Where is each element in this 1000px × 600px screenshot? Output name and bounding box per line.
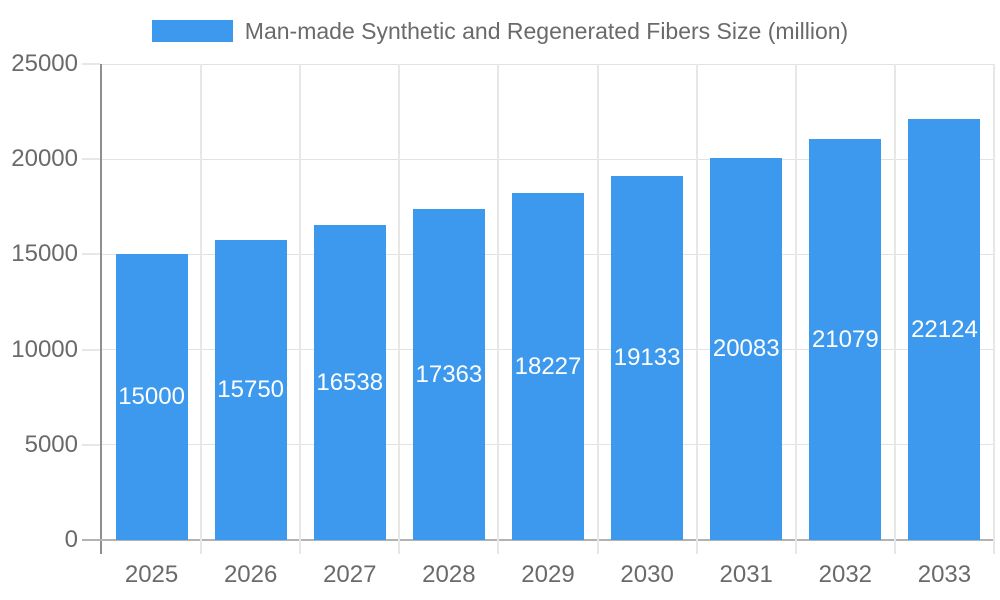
bar-value-label: 19133 bbox=[613, 344, 681, 371]
bar-value-label: 20083 bbox=[712, 335, 780, 362]
bar-2029[interactable] bbox=[512, 193, 584, 540]
bar-2031[interactable] bbox=[710, 158, 783, 540]
x-axis-tick bbox=[596, 540, 599, 554]
y-tick-label: 15000 bbox=[11, 240, 78, 268]
x-gridline bbox=[596, 64, 599, 540]
bar-value-label: 18227 bbox=[514, 352, 582, 380]
x-tick-label: 2033 bbox=[917, 561, 972, 588]
y-tick-label: 0 bbox=[64, 526, 78, 553]
x-tick-label: 2031 bbox=[719, 561, 773, 588]
legend-label: Man-made Synthetic and Regenerated Fiber… bbox=[244, 17, 849, 44]
x-axis-tick bbox=[794, 540, 797, 554]
y-axis-tick bbox=[82, 253, 100, 256]
x-gridline bbox=[299, 64, 302, 540]
x-tick-label: 2032 bbox=[818, 561, 873, 588]
y-tick-label: 5000 bbox=[24, 430, 78, 458]
y-gridline bbox=[102, 63, 994, 65]
x-axis-tick bbox=[398, 540, 401, 554]
bar-2028[interactable] bbox=[412, 209, 485, 540]
x-axis-tick bbox=[993, 540, 995, 554]
bar-2025[interactable] bbox=[115, 254, 188, 540]
x-gridline bbox=[200, 64, 203, 540]
bar-2033[interactable] bbox=[908, 119, 981, 540]
bar-2026[interactable] bbox=[214, 240, 287, 540]
x-axis-tick bbox=[497, 540, 500, 554]
bar-2027[interactable] bbox=[313, 225, 386, 540]
x-gridline bbox=[497, 64, 500, 540]
y-tick-label: 10000 bbox=[11, 335, 78, 363]
y-tick-label: 20000 bbox=[11, 145, 78, 173]
x-gridline bbox=[794, 64, 797, 540]
x-gridline bbox=[398, 64, 401, 540]
x-axis-tick bbox=[200, 540, 203, 554]
bar-value-label: 17363 bbox=[415, 360, 483, 388]
bar-2032[interactable] bbox=[809, 139, 882, 540]
legend-swatch-icon bbox=[151, 20, 233, 42]
bar-value-label: 16538 bbox=[316, 368, 384, 396]
y-axis-tick bbox=[82, 63, 100, 65]
bar-value-label: 22124 bbox=[911, 315, 978, 343]
x-gridline bbox=[993, 64, 995, 540]
x-axis-tick bbox=[893, 540, 896, 554]
y-gridline bbox=[102, 158, 994, 160]
y-axis-tick bbox=[82, 158, 100, 161]
x-axis-tick bbox=[299, 540, 302, 554]
x-axis-tick bbox=[695, 540, 698, 554]
bar-value-label: 15000 bbox=[118, 383, 185, 410]
x-tick-label: 2026 bbox=[223, 561, 278, 588]
plot-area: 15000 15750 16538 17363 18227 19133 20083 21079… bbox=[102, 63, 995, 540]
x-tick-label: 2028 bbox=[422, 561, 476, 588]
y-axis-tick bbox=[82, 348, 100, 351]
x-gridline bbox=[893, 64, 896, 540]
x-tick-label: 2027 bbox=[323, 561, 377, 588]
bar-2030[interactable] bbox=[611, 176, 684, 540]
y-axis-tick bbox=[82, 443, 100, 446]
bar-value-label: 15750 bbox=[217, 376, 285, 403]
y-axis-line bbox=[100, 64, 102, 554]
x-tick-label: 2029 bbox=[521, 561, 575, 588]
x-tick-label: 2030 bbox=[620, 561, 674, 588]
x-gridline bbox=[695, 64, 698, 540]
x-tick-label: 2025 bbox=[124, 561, 179, 588]
bar-value-label: 21079 bbox=[811, 325, 879, 353]
y-tick-label: 25000 bbox=[11, 50, 78, 77]
chart-legend[interactable]: Man-made Synthetic and Regenerated Fiber… bbox=[0, 16, 1000, 46]
x-axis-line bbox=[82, 539, 994, 541]
